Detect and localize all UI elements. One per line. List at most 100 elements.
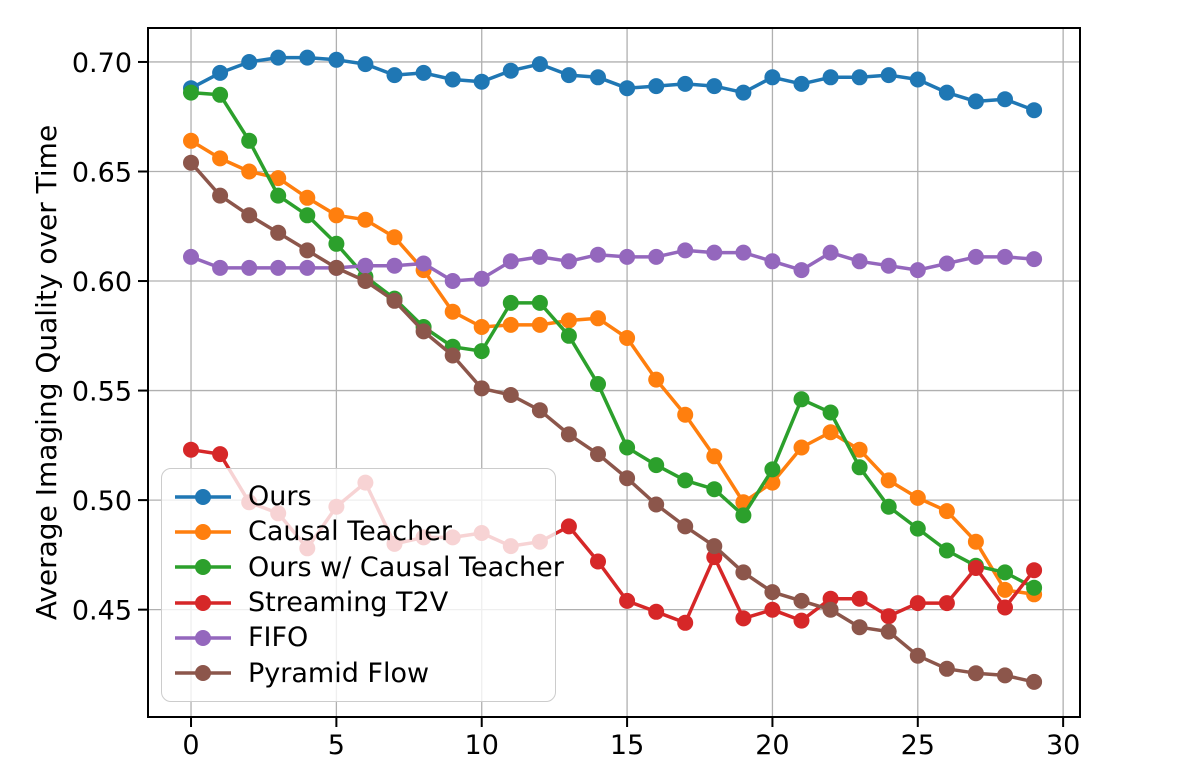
data-point-pyramid-flow [764,584,781,601]
data-point-fifo [415,255,432,272]
data-point-fifo [270,259,287,276]
data-point-streaming-t2v [764,601,781,618]
data-point-fifo [357,257,374,274]
data-point-fifo [590,246,606,263]
data-point-fifo [1026,251,1043,268]
data-point-pyramid-flow [677,518,694,535]
data-point-pyramid-flow [270,224,287,241]
data-point-fifo [851,253,868,270]
data-point-ours [590,69,606,86]
data-point-causal-teacher [386,229,403,246]
legend-label: Causal Teacher [248,516,452,548]
x-tick-label: 5 [328,730,345,758]
data-point-ours-w-causal-teacher [648,457,665,474]
data-point-ours [793,75,810,92]
data-point-ours [997,91,1013,108]
data-point-fifo [183,248,199,265]
data-point-pyramid-flow [415,323,432,340]
data-point-ours [328,51,345,68]
data-point-ours [502,62,519,79]
legend-label: Streaming T2V [248,587,449,619]
data-point-causal-teacher [706,448,723,465]
data-point-ours-w-causal-teacher [822,404,839,421]
data-point-ours-w-causal-teacher [560,327,577,344]
data-point-causal-teacher [909,489,926,506]
x-tick-label: 25 [901,730,935,758]
data-point-ours-w-causal-teacher [909,520,926,537]
data-point-fifo [793,262,810,279]
y-tick-label: 0.70 [72,48,132,79]
data-point-causal-teacher [531,316,548,333]
data-point-causal-teacher [938,503,955,520]
data-point-causal-teacher [444,303,461,320]
data-point-ours-w-causal-teacher [793,391,810,408]
data-point-ours [444,71,461,88]
data-point-causal-teacher [677,406,694,423]
data-point-ours-w-causal-teacher [735,507,752,524]
data-point-ours [1026,102,1043,119]
data-point-fifo [997,248,1013,265]
legend-marker [175,629,231,646]
data-point-fifo [473,270,490,287]
data-point-streaming-t2v [822,590,839,607]
data-point-fifo [531,248,548,265]
data-point-pyramid-flow [822,601,839,618]
data-point-ours [851,69,868,86]
data-point-streaming-t2v [677,614,694,631]
data-point-pyramid-flow [444,347,461,364]
y-axis-ticks: 0.45 0.50 0.55 0.60 0.65 0.70 [72,48,148,627]
x-tick-label: 0 [182,730,199,758]
data-point-causal-teacher [502,316,519,333]
y-tick-label: 0.55 [72,377,132,408]
data-point-ours-w-causal-teacher [270,187,287,204]
legend-marker [175,665,231,682]
data-point-fifo [560,253,577,270]
data-point-causal-teacher [473,319,490,335]
data-point-causal-teacher [967,533,984,550]
data-point-ours-w-causal-teacher [212,86,229,103]
data-point-ours [560,67,577,84]
legend-marker [175,488,231,505]
data-point-pyramid-flow [938,660,955,677]
data-point-streaming-t2v [735,610,752,627]
data-point-causal-teacher [328,207,345,224]
data-point-ours-w-causal-teacher [880,498,897,515]
y-tick-label: 0.45 [72,596,132,627]
data-point-fifo [241,259,258,276]
legend-item-streaming-t2v: Streaming T2V [174,589,549,616]
data-point-ours-w-causal-teacher [677,472,694,489]
data-point-fifo [880,257,897,274]
data-point-streaming-t2v [1026,562,1043,579]
data-point-pyramid-flow [386,292,403,309]
data-point-ours [677,75,694,92]
legend-label: Ours [248,481,312,513]
data-point-fifo [909,262,926,279]
data-point-causal-teacher [997,581,1013,598]
data-point-pyramid-flow [997,667,1013,684]
series-causal-teacher [183,132,1043,603]
data-point-causal-teacher [793,439,810,456]
data-point-ours-w-causal-teacher [851,459,868,476]
data-point-streaming-t2v [648,603,665,620]
legend-label: Ours w/ Causal Teacher [248,551,564,583]
data-point-causal-teacher [560,312,577,329]
data-point-causal-teacher [648,371,665,388]
series-ours [183,49,1043,119]
data-point-ours-w-causal-teacher [706,481,723,498]
data-point-fifo [648,248,665,265]
data-point-streaming-t2v [967,560,984,576]
data-point-streaming-t2v [938,595,955,612]
data-point-pyramid-flow [1026,673,1043,690]
data-point-fifo [299,259,316,276]
y-axis-label: Average Imaging Quality over Time [30,124,64,620]
data-point-ours-w-causal-teacher [502,294,519,311]
data-point-pyramid-flow [706,538,723,555]
data-point-fifo [444,273,461,289]
data-point-streaming-t2v [851,590,868,607]
data-point-ours [706,78,723,95]
data-point-pyramid-flow [328,259,345,276]
data-point-pyramid-flow [590,446,606,463]
data-point-ours-w-causal-teacher [938,542,955,559]
data-point-pyramid-flow [473,380,490,397]
x-tick-label: 10 [465,730,499,758]
